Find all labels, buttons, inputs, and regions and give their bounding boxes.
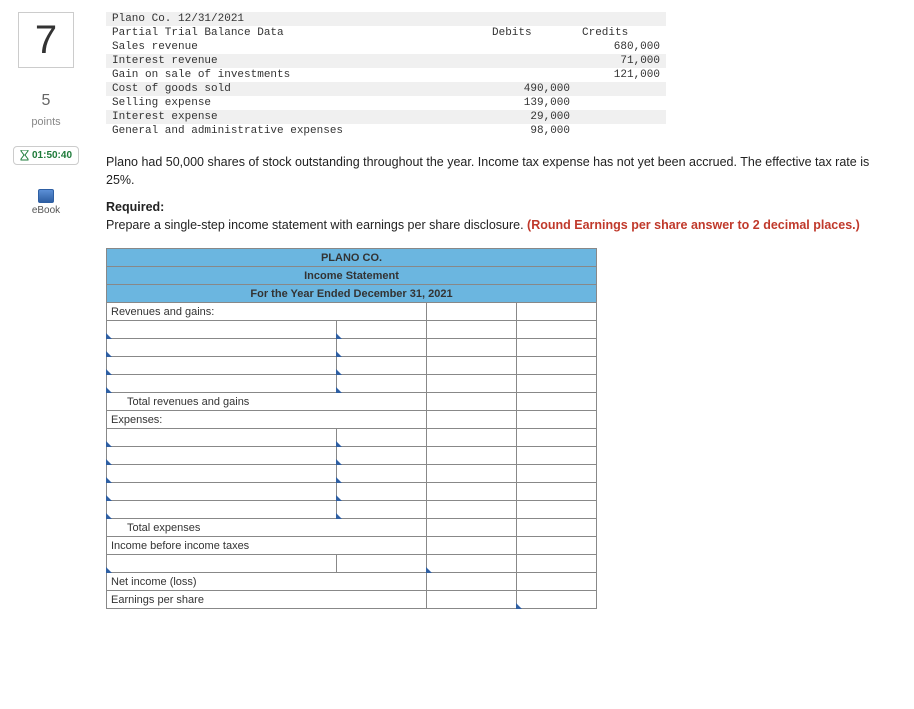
tb-row-debit: 490,000 — [486, 82, 576, 96]
tb-debits-hdr: Debits — [486, 26, 576, 40]
ws-total-rev-val[interactable] — [427, 393, 517, 411]
ws-rev-val-3[interactable] — [337, 357, 427, 375]
ws-exp-input-4[interactable] — [107, 483, 337, 501]
ws-exp-val-4[interactable] — [337, 483, 427, 501]
ws-rev-input-3[interactable] — [107, 357, 337, 375]
hourglass-icon — [20, 150, 29, 161]
tb-row-label: General and administrative expenses — [106, 124, 486, 138]
timer-text: 01:50:40 — [32, 150, 72, 161]
tb-row-label: Gain on sale of investments — [106, 68, 486, 82]
ws-expenses-label: Expenses: — [107, 411, 427, 429]
ws-ibit-label: Income before income taxes — [107, 537, 427, 555]
tb-row-debit: 139,000 — [486, 96, 576, 110]
ws-header-period: For the Year Ended December 31, 2021 — [107, 285, 597, 303]
tb-row-debit: 29,000 — [486, 110, 576, 124]
ws-exp-val-2[interactable] — [337, 447, 427, 465]
ws-exp-val-5[interactable] — [337, 501, 427, 519]
ws-header-company: PLANO CO. — [107, 249, 597, 267]
ws-eps-val[interactable] — [517, 591, 597, 609]
tb-row-credit — [576, 96, 666, 110]
tb-row-label: Cost of goods sold — [106, 82, 486, 96]
tb-row-debit — [486, 68, 576, 82]
tb-row-credit — [576, 82, 666, 96]
points-value: 5 — [42, 92, 51, 110]
tb-row-label: Interest expense — [106, 110, 486, 124]
ws-rev-val-2[interactable] — [337, 339, 427, 357]
ws-ibit-val[interactable] — [427, 537, 517, 555]
tb-credits-hdr: Credits — [576, 26, 666, 40]
ws-exp-val-3[interactable] — [337, 465, 427, 483]
ws-rev-input-1[interactable] — [107, 321, 337, 339]
tb-row-label: Sales revenue — [106, 40, 486, 54]
ws-header-title: Income Statement — [107, 267, 597, 285]
tb-row-label: Selling expense — [106, 96, 486, 110]
trial-balance-table: Plano Co. 12/31/2021 Partial Trial Balan… — [106, 12, 666, 138]
ws-exp-input-5[interactable] — [107, 501, 337, 519]
ws-exp-val-1[interactable] — [337, 429, 427, 447]
tb-row-debit — [486, 40, 576, 54]
tb-company: Plano Co. 12/31/2021 — [106, 12, 666, 26]
required-text: Prepare a single-step income statement w… — [106, 218, 527, 232]
timer-badge: 01:50:40 — [13, 146, 79, 165]
tb-row-debit — [486, 54, 576, 68]
ws-exp-input-1[interactable] — [107, 429, 337, 447]
tb-row-label: Interest revenue — [106, 54, 486, 68]
ws-rev-input-2[interactable] — [107, 339, 337, 357]
ws-rev-val-4[interactable] — [337, 375, 427, 393]
ws-exp-input-3[interactable] — [107, 465, 337, 483]
ws-eps-label: Earnings per share — [107, 591, 427, 609]
ws-total-exp-val[interactable] — [427, 519, 517, 537]
required-hint: (Round Earnings per share answer to 2 de… — [527, 218, 860, 232]
book-icon — [38, 189, 54, 203]
tb-row-credit: 680,000 — [576, 40, 666, 54]
tb-title: Partial Trial Balance Data — [106, 26, 486, 40]
tb-row-credit — [576, 110, 666, 124]
ws-tax-val[interactable] — [427, 555, 517, 573]
ws-exp-input-2[interactable] — [107, 447, 337, 465]
ws-ni-val[interactable] — [427, 573, 517, 591]
tb-row-credit: 121,000 — [576, 68, 666, 82]
points-label: points — [31, 116, 60, 128]
worksheet-table: PLANO CO. Income Statement For the Year … — [106, 248, 597, 609]
ws-tax-input[interactable] — [107, 555, 337, 573]
question-number: 7 — [18, 12, 74, 68]
tb-row-debit: 98,000 — [486, 124, 576, 138]
ebook-label: eBook — [32, 205, 60, 216]
problem-paragraph: Plano had 50,000 shares of stock outstan… — [106, 154, 886, 189]
tb-row-credit — [576, 124, 666, 138]
ws-ni-label: Net income (loss) — [107, 573, 427, 591]
ebook-button[interactable]: eBook — [32, 189, 60, 216]
ws-rev-input-4[interactable] — [107, 375, 337, 393]
tb-row-credit: 71,000 — [576, 54, 666, 68]
ws-total-exp-label: Total expenses — [107, 519, 427, 537]
ws-total-rev-label: Total revenues and gains — [107, 393, 427, 411]
required-label: Required: — [106, 200, 164, 214]
ws-rev-val-1[interactable] — [337, 321, 427, 339]
ws-revenues-label: Revenues and gains: — [107, 303, 427, 321]
